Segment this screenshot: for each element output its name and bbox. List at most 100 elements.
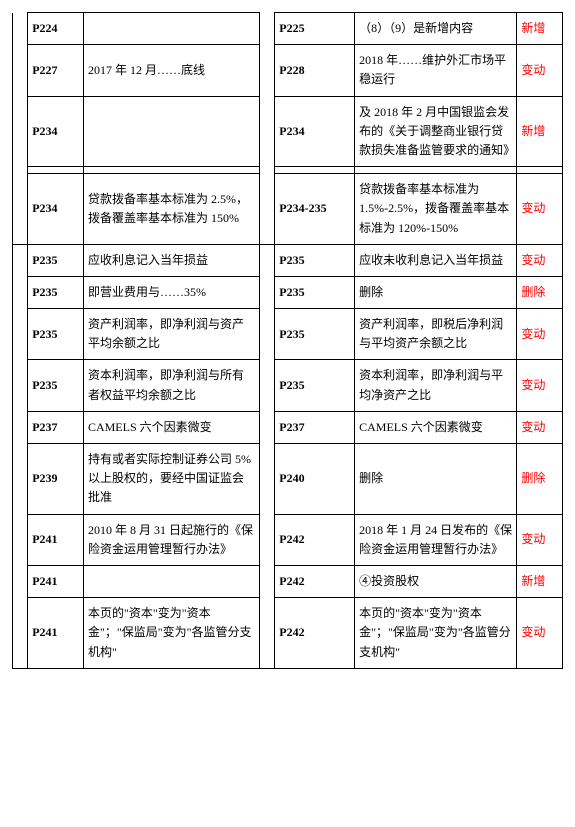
- table-row: P234P234及 2018 年 2 月中国银监会发布的《关于调整商业银行贷款损…: [13, 96, 563, 167]
- group-cell-left: [13, 167, 28, 174]
- table-row: P234贷款拨备率基本标准为 2.5%，拨备覆盖率基本标准为 150%P234-…: [13, 174, 563, 245]
- status-cell: 变动: [517, 45, 563, 96]
- status-cell: 新增: [517, 565, 563, 597]
- page-ref-left: P234: [28, 174, 84, 245]
- table-row: P239持有或者实际控制证券公司 5%以上股权的，要经中国证监会批准P240删除…: [13, 444, 563, 515]
- status-cell: 变动: [517, 174, 563, 245]
- group-cell-left: [13, 411, 28, 443]
- text-right: 删除: [355, 444, 517, 515]
- group-cell-left: [13, 96, 28, 167]
- page-ref-left: P224: [28, 13, 84, 45]
- group-cell-left: [13, 174, 28, 245]
- group-cell-left: [13, 444, 28, 515]
- page-ref-right: P242: [275, 598, 355, 669]
- status-cell: 变动: [517, 360, 563, 411]
- table-row: P224 P225（8）（9）是新增内容新增: [13, 13, 563, 45]
- group-cell-right: [260, 276, 275, 308]
- group-cell-right: [260, 13, 275, 45]
- table-row: P235资产利润率，即净利润与资产平均余额之比P235资产利润率，即税后净利润与…: [13, 309, 563, 360]
- text-left: CAMELS 六个因素微变: [83, 411, 259, 443]
- text-right: 资产利润率，即税后净利润与平均资产余额之比: [355, 309, 517, 360]
- text-right: （8）（9）是新增内容: [355, 13, 517, 45]
- page-ref-left: P237: [28, 411, 84, 443]
- group-cell-right: [260, 174, 275, 245]
- text-right: 本页的"资本"变为"资本金"；"保监局"变为"各监管分支机构": [355, 598, 517, 669]
- text-right: [355, 167, 517, 174]
- status-cell: 变动: [517, 309, 563, 360]
- group-cell-right: [260, 360, 275, 411]
- group-cell-right: [260, 309, 275, 360]
- page-ref-right: P242: [275, 565, 355, 597]
- status-cell: 变动: [517, 514, 563, 565]
- status-cell: 删除: [517, 276, 563, 308]
- text-right: 应收未收利息记入当年损益: [355, 244, 517, 276]
- group-cell-left: [13, 514, 28, 565]
- text-right: 2018 年 1 月 24 日发布的《保险资金运用管理暂行办法》: [355, 514, 517, 565]
- text-left: 本页的"资本"变为"资本金"；"保监局"变为"各监管分支机构": [83, 598, 259, 669]
- page-ref-left: P227: [28, 45, 84, 96]
- text-right: 及 2018 年 2 月中国银监会发布的《关于调整商业银行贷款损失准备监管要求的…: [355, 96, 517, 167]
- text-right: CAMELS 六个因素微变: [355, 411, 517, 443]
- group-cell-right: [260, 598, 275, 669]
- page-ref-left: P235: [28, 360, 84, 411]
- group-cell-left: [13, 360, 28, 411]
- group-cell-right: [260, 565, 275, 597]
- page-ref-right: P237: [275, 411, 355, 443]
- status-cell: 新增: [517, 13, 563, 45]
- group-cell-right: [260, 411, 275, 443]
- status-cell: 变动: [517, 598, 563, 669]
- text-right: 资本利润率，即净利润与平均净资产之比: [355, 360, 517, 411]
- group-cell-left: [13, 309, 28, 360]
- text-right: 2018 年……维护外汇市场平稳运行: [355, 45, 517, 96]
- text-left: [83, 13, 259, 45]
- page-ref-right: P228: [275, 45, 355, 96]
- page-ref-right: [275, 167, 355, 174]
- group-cell-right: [260, 514, 275, 565]
- group-cell-right: [260, 96, 275, 167]
- text-left: 资产利润率，即净利润与资产平均余额之比: [83, 309, 259, 360]
- text-right: 贷款拨备率基本标准为 1.5%-2.5%，拨备覆盖率基本标准为 120%-150…: [355, 174, 517, 245]
- table-row: P235即营业费用与……35%P235删除删除: [13, 276, 563, 308]
- text-left: [83, 565, 259, 597]
- group-cell-right: [260, 244, 275, 276]
- page-ref-right: P234-235: [275, 174, 355, 245]
- page-ref-left: [28, 167, 84, 174]
- text-left: 2010 年 8 月 31 日起施行的《保险资金运用管理暂行办法》: [83, 514, 259, 565]
- text-left: 持有或者实际控制证券公司 5%以上股权的，要经中国证监会批准: [83, 444, 259, 515]
- table-row: [13, 167, 563, 174]
- status-cell: 变动: [517, 411, 563, 443]
- page-ref-left: P241: [28, 514, 84, 565]
- group-cell-left: [13, 13, 28, 45]
- table-row: P2412010 年 8 月 31 日起施行的《保险资金运用管理暂行办法》P24…: [13, 514, 563, 565]
- page-ref-right: P225: [275, 13, 355, 45]
- text-left: 资本利润率，即净利润与所有者权益平均余额之比: [83, 360, 259, 411]
- text-left: 贷款拨备率基本标准为 2.5%，拨备覆盖率基本标准为 150%: [83, 174, 259, 245]
- status-cell: 新增: [517, 96, 563, 167]
- page-ref-right: P240: [275, 444, 355, 515]
- page-ref-left: P235: [28, 309, 84, 360]
- table-row: P235应收利息记入当年损益P235应收未收利息记入当年损益变动: [13, 244, 563, 276]
- table-row: P2272017 年 12 月……底线P2282018 年……维护外汇市场平稳运…: [13, 45, 563, 96]
- status-cell: 变动: [517, 244, 563, 276]
- group-cell-left: [13, 244, 28, 276]
- page-ref-right: P235: [275, 360, 355, 411]
- page-ref-left: P239: [28, 444, 84, 515]
- table-row: P235资本利润率，即净利润与所有者权益平均余额之比P235资本利润率，即净利润…: [13, 360, 563, 411]
- page-ref-right: P234: [275, 96, 355, 167]
- group-cell-left: [13, 45, 28, 96]
- page-ref-left: P235: [28, 244, 84, 276]
- comparison-table: P224P225（8）（9）是新增内容新增P2272017 年 12 月……底线…: [12, 12, 563, 669]
- text-left: 应收利息记入当年损益: [83, 244, 259, 276]
- status-cell: 删除: [517, 444, 563, 515]
- group-cell-left: [13, 598, 28, 669]
- text-left: [83, 167, 259, 174]
- text-right: 删除: [355, 276, 517, 308]
- text-left: 即营业费用与……35%: [83, 276, 259, 308]
- group-cell-right: [260, 167, 275, 174]
- page-ref-right: P235: [275, 309, 355, 360]
- table-row: P237CAMELS 六个因素微变P237CAMELS 六个因素微变变动: [13, 411, 563, 443]
- text-left: [83, 96, 259, 167]
- page-ref-right: P235: [275, 244, 355, 276]
- table-row: P241P242④投资股权新增: [13, 565, 563, 597]
- table-row: P241本页的"资本"变为"资本金"；"保监局"变为"各监管分支机构"P242本…: [13, 598, 563, 669]
